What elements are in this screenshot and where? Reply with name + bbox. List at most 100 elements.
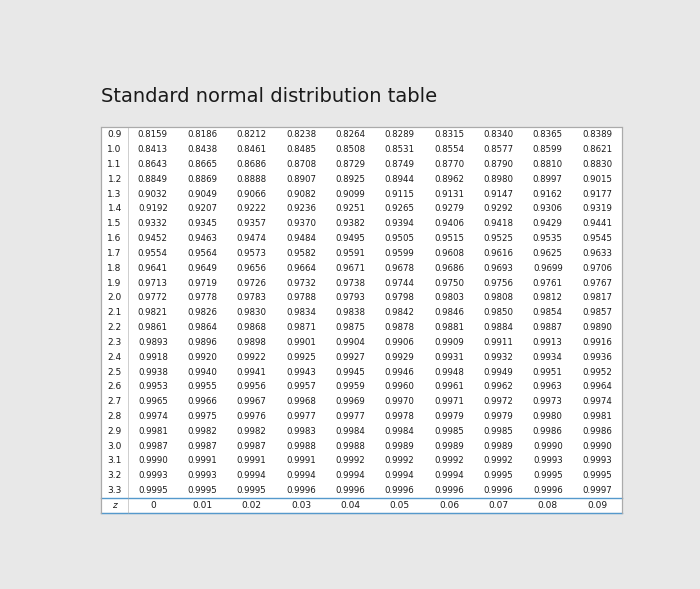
Text: 0.9429: 0.9429 <box>533 219 563 229</box>
Text: 0.9564: 0.9564 <box>187 249 217 258</box>
Text: 0.9976: 0.9976 <box>237 412 267 421</box>
Text: 0.8790: 0.8790 <box>484 160 513 169</box>
Text: 0.9686: 0.9686 <box>434 264 464 273</box>
Text: 0.9608: 0.9608 <box>434 249 464 258</box>
Text: 3.2: 3.2 <box>108 471 122 480</box>
Text: 0.9871: 0.9871 <box>286 323 316 332</box>
Text: 0.9916: 0.9916 <box>582 338 612 347</box>
Text: 0.9222: 0.9222 <box>237 204 267 213</box>
Text: 0.9948: 0.9948 <box>434 368 464 376</box>
Text: 0.9893: 0.9893 <box>138 338 168 347</box>
Text: 0.9452: 0.9452 <box>138 234 168 243</box>
Text: 0.9992: 0.9992 <box>484 456 513 465</box>
Text: 0.8413: 0.8413 <box>138 145 168 154</box>
Text: 0.9962: 0.9962 <box>484 382 513 391</box>
Text: 0.9525: 0.9525 <box>484 234 513 243</box>
Text: 0.9994: 0.9994 <box>286 471 316 480</box>
Text: 0.9830: 0.9830 <box>237 308 267 317</box>
Text: 0.9956: 0.9956 <box>237 382 267 391</box>
Text: 0.9192: 0.9192 <box>138 204 168 213</box>
Text: 0.9980: 0.9980 <box>533 412 563 421</box>
Text: 0.9982: 0.9982 <box>237 427 267 436</box>
Text: 0.9842: 0.9842 <box>385 308 414 317</box>
Text: 0.04: 0.04 <box>340 501 360 510</box>
Text: 0.9884: 0.9884 <box>484 323 513 332</box>
Text: 0.9783: 0.9783 <box>237 293 267 302</box>
Text: 0.9474: 0.9474 <box>237 234 267 243</box>
Text: 0.9991: 0.9991 <box>237 456 267 465</box>
Text: 0.9952: 0.9952 <box>582 368 612 376</box>
Text: 0.9641: 0.9641 <box>138 264 168 273</box>
Text: 0.9974: 0.9974 <box>138 412 168 421</box>
Text: 0.9991: 0.9991 <box>286 456 316 465</box>
Text: 0.8599: 0.8599 <box>533 145 563 154</box>
Text: 0.9854: 0.9854 <box>533 308 563 317</box>
Text: 0.9971: 0.9971 <box>434 397 464 406</box>
Text: 0.9032: 0.9032 <box>138 190 168 198</box>
Text: 0.9969: 0.9969 <box>335 397 365 406</box>
Text: 0.9616: 0.9616 <box>484 249 513 258</box>
Bar <box>101 127 622 513</box>
Text: 0.9996: 0.9996 <box>434 486 464 495</box>
Text: 0.8389: 0.8389 <box>582 130 612 139</box>
Text: 0.9977: 0.9977 <box>335 412 365 421</box>
Text: 0.9964: 0.9964 <box>582 382 612 391</box>
Text: 0.9994: 0.9994 <box>434 471 464 480</box>
Text: 0.9798: 0.9798 <box>385 293 414 302</box>
Text: 0.9332: 0.9332 <box>138 219 168 229</box>
Text: 0.9582: 0.9582 <box>286 249 316 258</box>
Text: 0.9996: 0.9996 <box>533 486 563 495</box>
Text: 0.8186: 0.8186 <box>187 130 217 139</box>
Text: 0.8340: 0.8340 <box>484 130 514 139</box>
Text: 0.9934: 0.9934 <box>533 353 563 362</box>
Text: 0.9932: 0.9932 <box>484 353 513 362</box>
Text: 0.9846: 0.9846 <box>434 308 464 317</box>
Text: 0.9788: 0.9788 <box>286 293 316 302</box>
Text: 0.9990: 0.9990 <box>138 456 168 465</box>
Text: 0.8315: 0.8315 <box>434 130 464 139</box>
Text: 0.9993: 0.9993 <box>582 456 612 465</box>
Text: 0.8438: 0.8438 <box>187 145 217 154</box>
Text: 0.9772: 0.9772 <box>138 293 168 302</box>
Text: 0.9345: 0.9345 <box>187 219 217 229</box>
Text: 0.9986: 0.9986 <box>533 427 563 436</box>
Text: Standard normal distribution table: Standard normal distribution table <box>101 87 438 105</box>
Text: 1.9: 1.9 <box>107 279 122 287</box>
Text: 0.8531: 0.8531 <box>384 145 415 154</box>
Text: 0.8508: 0.8508 <box>335 145 365 154</box>
Text: 1.6: 1.6 <box>107 234 122 243</box>
Text: 0.9946: 0.9946 <box>385 368 414 376</box>
Text: 0.9599: 0.9599 <box>385 249 414 258</box>
Text: 0.9970: 0.9970 <box>385 397 414 406</box>
Text: 0.9699: 0.9699 <box>533 264 563 273</box>
Text: 0.9292: 0.9292 <box>484 204 513 213</box>
Text: 0.9920: 0.9920 <box>188 353 217 362</box>
Text: 0.9671: 0.9671 <box>335 264 365 273</box>
Text: 2.2: 2.2 <box>108 323 122 332</box>
Text: 0.9994: 0.9994 <box>335 471 365 480</box>
Text: 0.9986: 0.9986 <box>582 427 612 436</box>
Text: 2.6: 2.6 <box>108 382 122 391</box>
Text: 0.9995: 0.9995 <box>188 486 217 495</box>
Text: 0.9996: 0.9996 <box>385 486 414 495</box>
Text: 0.9977: 0.9977 <box>286 412 316 421</box>
Text: 0.9505: 0.9505 <box>385 234 414 243</box>
Text: 0.9319: 0.9319 <box>582 204 612 213</box>
Text: 0.9975: 0.9975 <box>188 412 217 421</box>
Text: 3.0: 3.0 <box>107 442 122 451</box>
Text: 0.9904: 0.9904 <box>335 338 365 347</box>
Text: 0.8997: 0.8997 <box>533 175 563 184</box>
Text: 1.5: 1.5 <box>107 219 122 229</box>
Text: 0.9943: 0.9943 <box>286 368 316 376</box>
Text: 0.9878: 0.9878 <box>385 323 414 332</box>
Text: 0.8461: 0.8461 <box>237 145 267 154</box>
Text: 2.3: 2.3 <box>108 338 122 347</box>
Text: 0.9066: 0.9066 <box>237 190 267 198</box>
Text: 0.9115: 0.9115 <box>385 190 414 198</box>
Text: 0.9968: 0.9968 <box>286 397 316 406</box>
Text: 0.9985: 0.9985 <box>484 427 513 436</box>
Text: 0.9803: 0.9803 <box>434 293 464 302</box>
Text: 0.07: 0.07 <box>489 501 508 510</box>
Text: 0.9936: 0.9936 <box>582 353 612 362</box>
Text: 0.09: 0.09 <box>587 501 607 510</box>
